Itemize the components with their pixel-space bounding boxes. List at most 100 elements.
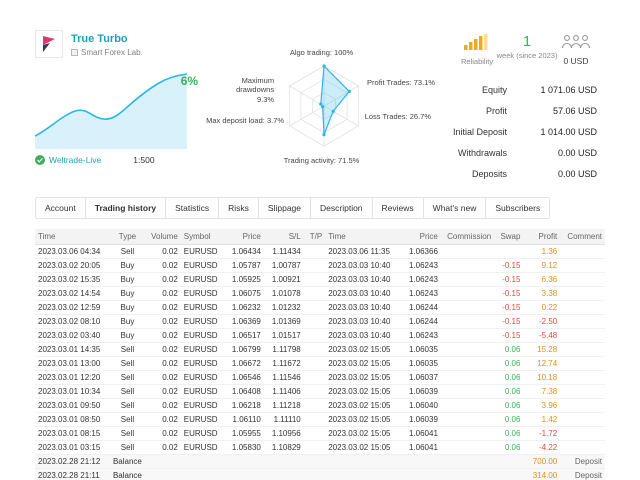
trade-row: 2023.03.02 14:54 Buy 0.02 EURUSD 1.06075 1.01…	[35, 286, 605, 301]
cell: 2023.03.01 12:20	[35, 370, 110, 385]
cell: 2023.03.01 13:00	[35, 356, 110, 371]
stat-label: Withdrawals	[457, 147, 507, 158]
tab-slippage[interactable]: Slippage	[258, 198, 312, 218]
radar-point	[319, 102, 323, 106]
cell: -4.22	[523, 440, 561, 455]
cell	[560, 244, 605, 259]
cell: 0.06	[494, 356, 524, 371]
cell: 1.06672	[222, 356, 264, 371]
profile-titles: True Turbo Smart Forex Lab.	[71, 30, 143, 57]
tab-statistics[interactable]: Statistics	[166, 198, 220, 218]
cell: 0.02	[145, 342, 181, 357]
cell	[399, 468, 441, 480]
stat-value: 1 014.00 USD	[540, 126, 597, 137]
tab-trading-history[interactable]: Trading history	[85, 198, 167, 218]
cell: 2023.03.01 09:50	[35, 398, 110, 413]
tab-account[interactable]: Account	[36, 198, 86, 218]
column-header-type-1: Type	[109, 229, 146, 245]
balance-row: 2023.02.28 21:12 Balance 700.00 Deposit	[35, 454, 605, 469]
cell: 2023.03.06 11:35	[325, 244, 400, 259]
cell	[560, 314, 605, 329]
cell	[303, 426, 326, 441]
cell: 1.06408	[222, 384, 264, 399]
cell: Deposit	[560, 468, 605, 480]
cell: Balance	[109, 468, 146, 480]
cell: 1.06243	[399, 286, 441, 301]
cell: 0.06	[494, 384, 524, 399]
cell	[180, 454, 223, 469]
cell: 2023.03.02 15:05	[325, 370, 400, 385]
cell	[560, 370, 605, 385]
cell: 2023.02.28 21:12	[35, 454, 110, 469]
cell	[440, 244, 495, 259]
tab-reviews[interactable]: Reviews	[372, 198, 424, 218]
radar-label-max-drawdowns-value: 9.3%	[256, 94, 275, 104]
verified-check-icon	[35, 155, 45, 165]
cell	[560, 384, 605, 399]
cell	[325, 454, 400, 469]
kpi-reliability: Reliability	[461, 34, 493, 66]
cell: -0.15	[494, 328, 524, 343]
cell: 1.00787	[263, 258, 304, 273]
radar-point	[322, 133, 326, 137]
cell: Buy	[109, 314, 146, 329]
cell: 2023.02.28 21:11	[35, 468, 110, 480]
radar-label-algo-trading: Algo trading: 100%	[289, 48, 354, 57]
tab-subscribers[interactable]: Subscribers	[486, 198, 550, 218]
profile-header: True Turbo Smart Forex Lab.	[35, 30, 200, 58]
cell: -0.15	[494, 300, 524, 315]
cell	[303, 272, 326, 287]
cell: EURUSD	[180, 440, 223, 455]
cell: Sell	[109, 440, 146, 455]
trade-row: 2023.03.01 08:50 Sell 0.02 EURUSD 1.06110 1.1…	[35, 412, 605, 427]
cell	[440, 412, 495, 427]
author-name: Smart Forex Lab.	[81, 48, 143, 57]
cell	[440, 426, 495, 441]
column-header-commission-9: Commission	[440, 229, 495, 245]
tab-what-s-new[interactable]: What's new	[423, 198, 487, 218]
cell: 0.02	[145, 356, 181, 371]
header-row: Time Type Volume Symbol Price S/L T/P Time Price…	[35, 229, 605, 245]
cell	[560, 328, 605, 343]
column-header-comment-12: Comment	[560, 229, 605, 245]
cell: 2023.03.03 10:40	[325, 314, 400, 329]
cell: Sell	[109, 426, 146, 441]
stat-label: Initial Deposit	[452, 126, 507, 137]
cell: 1.06035	[399, 356, 441, 371]
signal-author[interactable]: Smart Forex Lab.	[71, 48, 143, 57]
cell	[303, 314, 326, 329]
cell: 2023.03.03 10:40	[325, 328, 400, 343]
cell	[303, 384, 326, 399]
tab-risks[interactable]: Risks	[219, 198, 259, 218]
cell: EURUSD	[180, 328, 223, 343]
cell: 1.06546	[222, 370, 264, 385]
cell	[222, 454, 264, 469]
cell	[440, 342, 495, 357]
cell: 1.06243	[399, 258, 441, 273]
cell	[560, 412, 605, 427]
stat-label: Equity	[481, 84, 507, 95]
cell: 2023.03.02 15:05	[325, 356, 400, 371]
cell: 1.06041	[399, 426, 441, 441]
broker-name[interactable]: Weltrade-Live	[49, 155, 102, 165]
cell	[303, 258, 326, 273]
cell	[494, 244, 524, 259]
stat-row-withdrawals: Withdrawals 0.00 USD	[437, 142, 605, 163]
cell	[303, 370, 326, 385]
tab-description[interactable]: Description	[311, 198, 373, 218]
cell	[440, 328, 495, 343]
cell: 0.02	[145, 370, 181, 385]
trade-row: 2023.03.01 03:15 Sell 0.02 EURUSD 1.05830 1.1…	[35, 440, 605, 455]
cell: 1.00921	[263, 272, 304, 287]
cell: 0.02	[145, 426, 181, 441]
cell: 1.06434	[222, 244, 264, 259]
cell: 2023.03.02 20:05	[35, 258, 110, 273]
cell: 2023.03.06 04:34	[35, 244, 110, 259]
cell: 1.11406	[263, 384, 304, 399]
cell	[440, 272, 495, 287]
cell: 1.06369	[222, 314, 264, 329]
cell: 700.00	[523, 454, 561, 469]
signal-title[interactable]: True Turbo	[71, 33, 128, 45]
cell: Sell	[109, 370, 146, 385]
funds-value: 0 USD	[563, 56, 589, 66]
